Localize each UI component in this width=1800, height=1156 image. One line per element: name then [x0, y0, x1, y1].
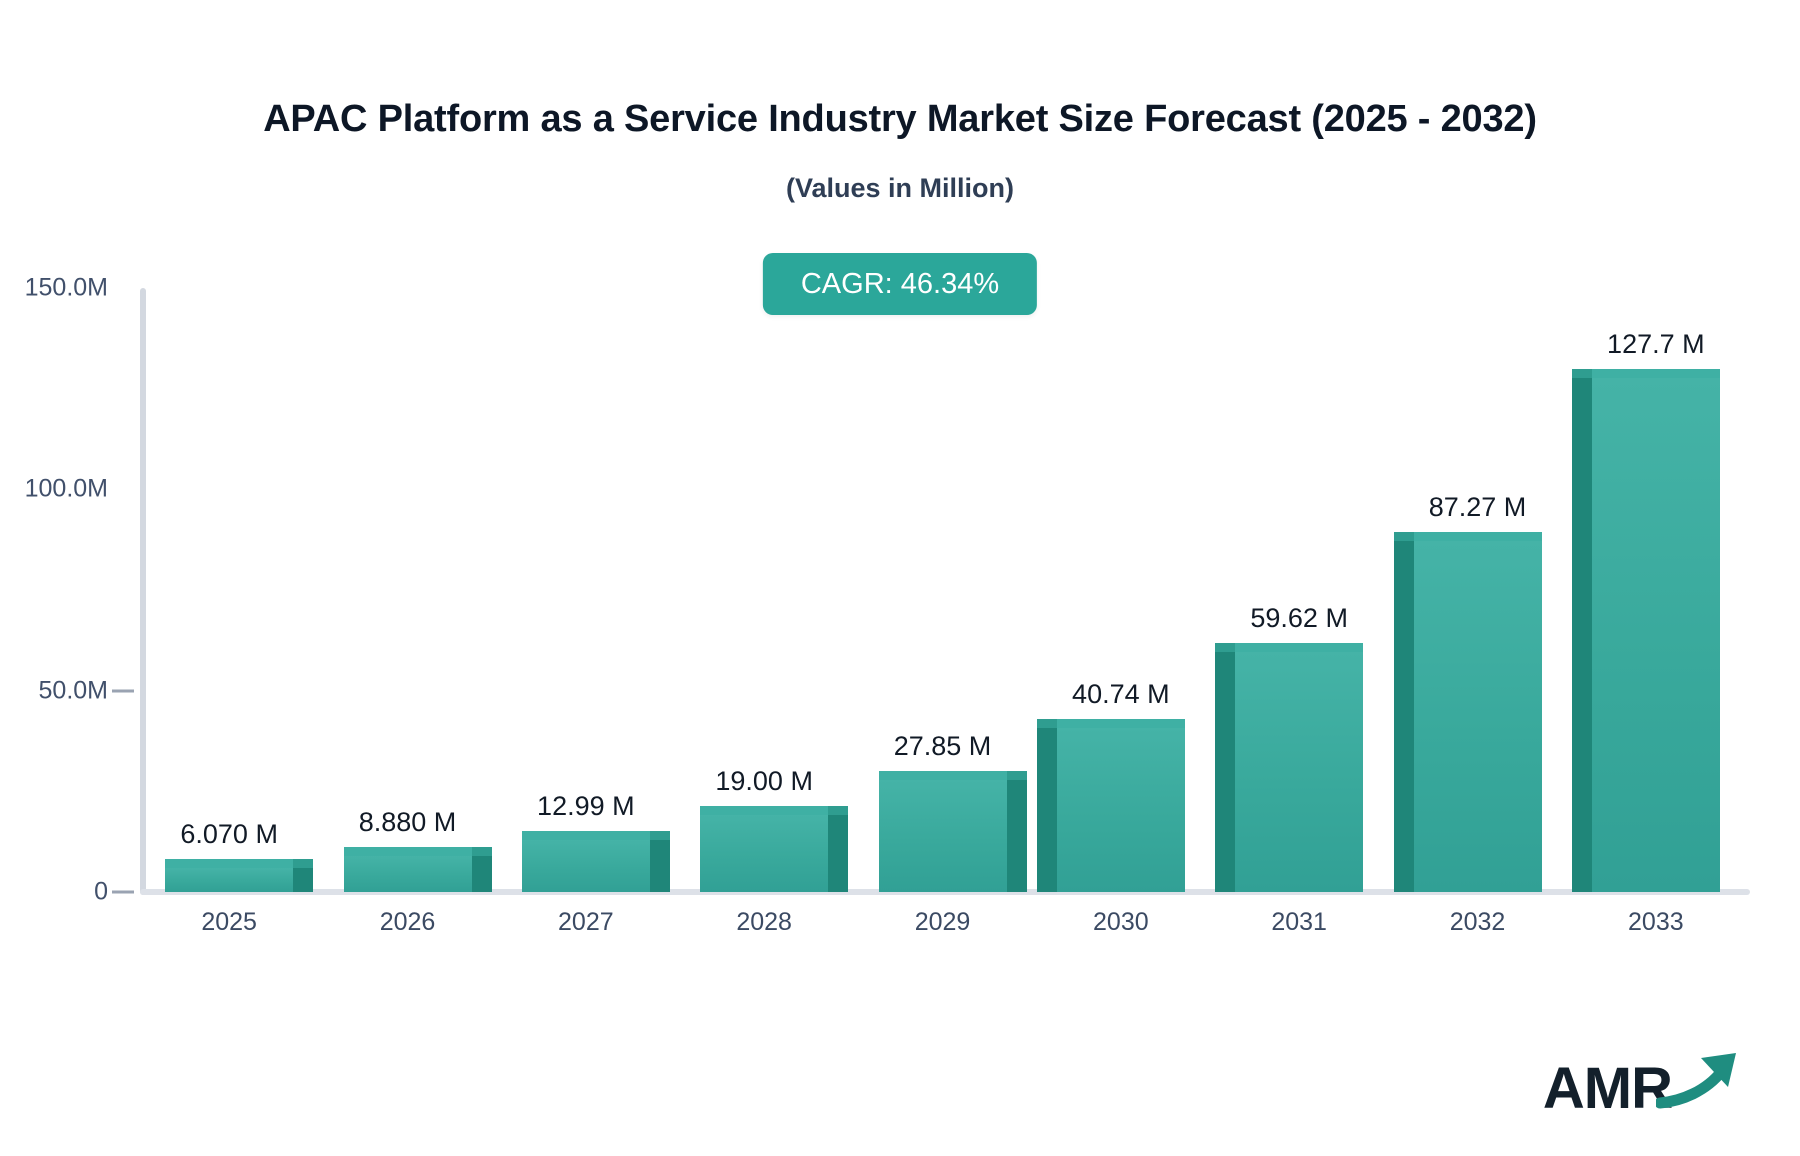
bar-face: [1591, 377, 1720, 892]
bar-value-label: 40.74 M: [1072, 678, 1170, 709]
chart-title: APAC Platform as a Service Industry Mark…: [263, 98, 1537, 140]
bar-value-label: 87.27 M: [1428, 491, 1527, 522]
bar-top-face: [1413, 531, 1542, 541]
bar-value-label: 127.7 M: [1607, 328, 1705, 359]
bar[interactable]: 19.00 M: [700, 755, 849, 892]
y-axis-line: [140, 288, 146, 895]
bar-top-face: [165, 858, 294, 868]
bar-top-bevel: [1215, 642, 1236, 652]
bar-value-label: 27.85 M: [893, 730, 992, 761]
bar-top-bevel: [1571, 368, 1592, 378]
bar-side-panel: [1215, 651, 1236, 892]
amr-logo: AMR: [1543, 1038, 1748, 1118]
x-axis-line: [140, 889, 1750, 895]
y-axis-tick-label: 50.0M: [38, 676, 108, 705]
bar-top-bevel: [471, 847, 492, 857]
cagr-badge: CAGR: 46.34%: [762, 253, 1038, 315]
bar[interactable]: 6.070 M: [165, 808, 314, 892]
bar[interactable]: 40.74 M: [1036, 668, 1185, 892]
y-axis-tick-label: 100.0M: [24, 474, 108, 503]
logo-text: AMR: [1542, 1056, 1673, 1121]
x-axis-tick-label: 2025: [201, 908, 257, 936]
x-axis-tick-label: 2031: [1271, 908, 1327, 936]
bar-face: [1413, 540, 1542, 892]
y-axis-tick-label: 0: [94, 877, 108, 906]
bar-face: [343, 856, 472, 892]
x-axis-tick-label: 2028: [736, 908, 792, 936]
bar-top-bevel: [649, 830, 670, 840]
bar-top-face: [521, 830, 650, 840]
bar-top-face: [1591, 368, 1720, 378]
bar-top-face: [1056, 718, 1185, 728]
x-axis-tick-label: 2027: [558, 908, 614, 936]
bar-value-label: 12.99 M: [537, 790, 635, 821]
bar-top-bevel: [828, 806, 849, 816]
bar-value-label: 8.880 M: [358, 807, 457, 838]
bar-face: [878, 779, 1007, 892]
bar-top-bevel: [293, 858, 314, 868]
bar[interactable]: 59.62 M: [1215, 592, 1364, 892]
bar-side-panel: [471, 856, 492, 892]
y-axis-tick-label: 150.0M: [24, 273, 108, 302]
bar-face: [1235, 651, 1364, 892]
x-axis-tick-label: 2030: [1093, 908, 1149, 936]
bar[interactable]: 27.85 M: [878, 720, 1027, 892]
bar-face: [165, 867, 294, 892]
bar-side-panel: [1393, 540, 1414, 892]
bar-value-label: 19.00 M: [715, 766, 813, 797]
y-axis-tick-mark: [112, 689, 134, 693]
bar-top-face: [1235, 642, 1364, 652]
bar-top-face: [343, 847, 472, 857]
bar-top-face: [700, 806, 829, 816]
bar-face: [1056, 727, 1185, 892]
bar-top-bevel: [1006, 770, 1027, 780]
bar-side-panel: [293, 867, 314, 892]
bar-value-label: 6.070 M: [180, 818, 278, 849]
bar-side-panel: [1036, 727, 1057, 892]
bar-value-label: 59.62 M: [1250, 602, 1348, 633]
bar-side-panel: [1571, 377, 1592, 892]
bar-side-panel: [649, 839, 670, 892]
bar-top-face: [878, 770, 1007, 780]
growth-arrow-icon: [1654, 1051, 1748, 1114]
y-axis-tick-mark: [112, 890, 134, 894]
bar-top-bevel: [1393, 531, 1414, 541]
bar-side-panel: [828, 815, 849, 892]
x-axis-tick-label: 2029: [914, 908, 971, 936]
x-axis-tick-label: 2032: [1449, 908, 1506, 936]
bar[interactable]: 127.7 M: [1571, 318, 1720, 892]
chart-subtitle: (Values in Million): [785, 173, 1015, 203]
bar[interactable]: 12.99 M: [521, 780, 670, 892]
x-axis-tick-label: 2026: [379, 908, 436, 936]
bar[interactable]: 87.27 M: [1393, 481, 1542, 892]
bar-side-panel: [1006, 779, 1027, 892]
bar-top-bevel: [1036, 718, 1057, 728]
bar-face: [700, 815, 829, 892]
bar[interactable]: 8.880 M: [343, 796, 492, 892]
bar-face: [521, 839, 650, 892]
x-axis-tick-label: 2033: [1628, 908, 1684, 936]
